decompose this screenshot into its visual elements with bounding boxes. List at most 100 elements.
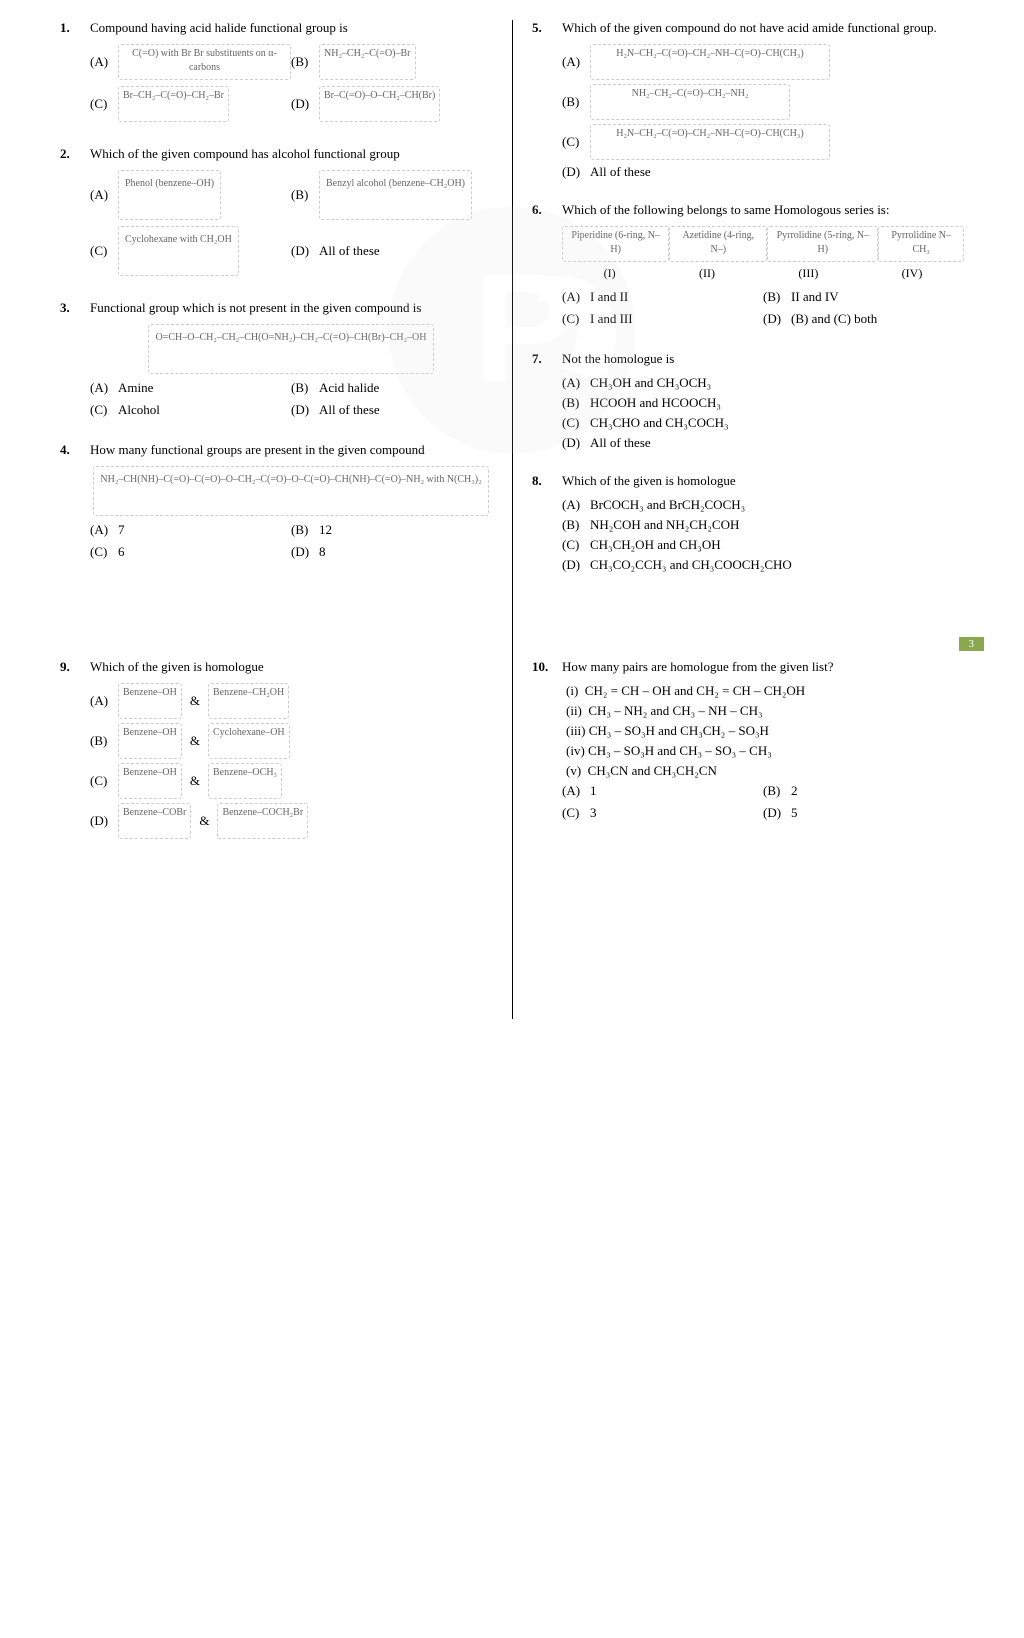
q3-option-c: (C)Alcohol [90,402,291,418]
question-7: 7. Not the homologue is (A)CH₃OH and CH₃… [532,351,964,455]
q6-option-c: (C)I and III [562,311,763,327]
q7-number: 7. [532,351,562,455]
q4-number: 4. [60,442,90,566]
q8-number: 8. [532,473,562,577]
q8-option-b: (B)NH₂COH and NH₂CH₂COH [562,517,964,533]
q2-option-b: (B) Benzyl alcohol (benzene–CH₂OH) [291,170,492,220]
question-1: 1. Compound having acid halide functiona… [60,20,492,128]
q1-option-d: (D) Br–C(=O)–O–CH₂–CH(Br) [291,86,492,122]
q9-option-b: (B) Benzene–OH & Cyclohexane–OH [90,723,492,759]
q1-option-b: (B) NH₂–CH₂–C(=O)–Br [291,44,492,80]
q7-option-a: (A)CH₃OH and CH₃OCH₃ [562,375,964,391]
q2-option-d: (D) All of these [291,226,492,276]
page-block-2: 9. Which of the given is homologue (A) B… [40,659,984,861]
q3-number: 3. [60,300,90,424]
q6-number: 6. [532,202,562,333]
q8-option-a: (A)BrCOCH₃ and BrCH₂COCH₃ [562,497,964,513]
molecule-icon: H₂N–CH₂–C(=O)–CH₂–NH–C(=O)–CH(CH₃) [590,44,830,80]
q10-number: 10. [532,659,562,827]
molecule-icon: NH₂–CH₂–C(=O)–CH₂–NH₂ [590,84,790,120]
question-4: 4. How many functional groups are presen… [60,442,492,566]
molecule-icon: Cyclohexane with CH₂OH [118,226,239,276]
q8-option-c: (C)CH₃CH₂OH and CH₃OH [562,537,964,553]
q5-option-d: (D)All of these [562,164,964,180]
q8-option-d: (D)CH₃CO₂CCH₃ and CH₃COOCH₂CHO [562,557,964,573]
q10-option-a: (A)1 [562,783,763,799]
molecule-icon: Br–C(=O)–O–CH₂–CH(Br) [319,86,440,122]
left-column-2: 9. Which of the given is homologue (A) B… [40,659,512,861]
q3-compound-structure: O=CH–O–CH₂–CH₂–CH(O=NH₂)–CH₂–C(=O)–CH(Br… [148,324,433,374]
molecule-icon: Benzene–COBr [118,803,191,839]
q6-option-d: (D)(B) and (C) both [763,311,964,327]
molecule-icon: C(=O) with Br Br substituents on α-carbo… [118,44,291,80]
q3-option-b: (B)Acid halide [291,380,492,396]
q10-stem: How many pairs are homologue from the gi… [562,659,964,675]
q1-option-a: (A) C(=O) with Br Br substituents on α-c… [90,44,291,80]
q6-stem: Which of the following belongs to same H… [562,202,964,218]
molecule-icon: Benzyl alcohol (benzene–CH₂OH) [319,170,472,220]
question-8: 8. Which of the given is homologue (A)Br… [532,473,964,577]
q10-item-iv: (iv) CH₃ – SO₃H and CH₃ – SO₃ – CH₃ [566,743,964,759]
molecule-icon: Phenol (benzene–OH) [118,170,221,220]
q3-option-d: (D)All of these [291,402,492,418]
molecule-icon: Benzene–OH [118,763,182,799]
q4-option-c: (C)6 [90,544,291,560]
q4-option-b: (B)12 [291,522,492,538]
molecule-icon: Cyclohexane–OH [208,723,290,759]
question-5: 5. Which of the given compound do not ha… [532,20,964,184]
left-column: 1. Compound having acid halide functiona… [40,20,512,595]
q5-option-c: (C)H₂N–CH₂–C(=O)–CH₂–NH–C(=O)–CH(CH₃) [562,124,964,160]
q4-option-a: (A)7 [90,522,291,538]
molecule-icon: Benzene–OH [118,723,182,759]
q7-option-b: (B)HCOOH and HCOOCH₃ [562,395,964,411]
q5-option-a: (A)H₂N–CH₂–C(=O)–CH₂–NH–C(=O)–CH(CH₃) [562,44,964,80]
q10-option-c: (C)3 [562,805,763,821]
q4-option-d: (D)8 [291,544,492,560]
molecule-icon: Br–CH₂–C(=O)–CH₂–Br [118,86,229,122]
q2-option-a: (A) Phenol (benzene–OH) [90,170,291,220]
molecule-icon: Benzene–OH [118,683,182,719]
molecule-icon: NH₂–CH₂–C(=O)–Br [319,44,416,80]
right-column-2: 10. How many pairs are homologue from th… [512,659,984,861]
q5-option-b: (B)NH₂–CH₂–C(=O)–CH₂–NH₂ [562,84,964,120]
q3-stem: Functional group which is not present in… [90,300,492,316]
question-3: 3. Functional group which is not present… [60,300,492,424]
q1-option-c: (C) Br–CH₂–C(=O)–CH₂–Br [90,86,291,122]
q5-stem: Which of the given compound do not have … [562,20,964,36]
question-10: 10. How many pairs are homologue from th… [532,659,964,827]
page-block-1: P 1. Compound having acid halide functio… [40,20,984,595]
q7-option-c: (C)CH₃CHO and CH₃COCH₃ [562,415,964,431]
q10-option-b: (B)2 [763,783,964,799]
q6-option-a: (A)I and II [562,289,763,305]
q6-roman-labels: (I) (II) (III) (IV) [562,266,964,281]
q4-compound-structure: NH₂–CH(NH)–C(=O)–C(=O)–O–CH₂–C(=O)–O–C(=… [93,466,488,516]
molecule-icon: H₂N–CH₂–C(=O)–CH₂–NH–C(=O)–CH(CH₃) [590,124,830,160]
q7-option-d: (D)All of these [562,435,964,451]
q10-option-d: (D)5 [763,805,964,821]
q5-number: 5. [532,20,562,184]
q10-item-iii: (iii) CH₃ – SO₃H and CH₃CH₂ – SO₃H [566,723,964,739]
molecule-icon: Pyrrolidine (5-ring, N–H) [767,226,878,262]
q9-number: 9. [60,659,90,843]
molecule-icon: Azetidine (4-ring, N–) [669,226,767,262]
q3-option-a: (A)Amine [90,380,291,396]
column-divider [512,659,513,1019]
molecule-icon: Pyrrolidine N–CH₃ [878,226,964,262]
molecule-icon: Benzene–COCH₂Br [217,803,308,839]
q2-number: 2. [60,146,90,282]
q2-option-d-text: All of these [319,243,380,259]
q2-stem: Which of the given compound has alcohol … [90,146,492,162]
q9-stem: Which of the given is homologue [90,659,492,675]
q10-item-ii: (ii) CH₃ – NH₂ and CH₃ – NH – CH₃ [566,703,964,719]
right-column: 5. Which of the given compound do not ha… [512,20,984,595]
q10-item-i: (i) CH₂ = CH – OH and CH₂ = CH – CH₂OH [566,683,964,699]
q6-option-b: (B)II and IV [763,289,964,305]
q9-option-c: (C) Benzene–OH & Benzene–OCH₃ [90,763,492,799]
question-2: 2. Which of the given compound has alcoh… [60,146,492,282]
question-6: 6. Which of the following belongs to sam… [532,202,964,333]
q1-stem: Compound having acid halide functional g… [90,20,492,36]
q10-roman-list: (i) CH₂ = CH – OH and CH₂ = CH – CH₂OH (… [562,683,964,779]
question-9: 9. Which of the given is homologue (A) B… [60,659,492,843]
molecule-icon: Piperidine (6-ring, N–H) [562,226,669,262]
q9-option-d: (D) Benzene–COBr & Benzene–COCH₂Br [90,803,492,839]
